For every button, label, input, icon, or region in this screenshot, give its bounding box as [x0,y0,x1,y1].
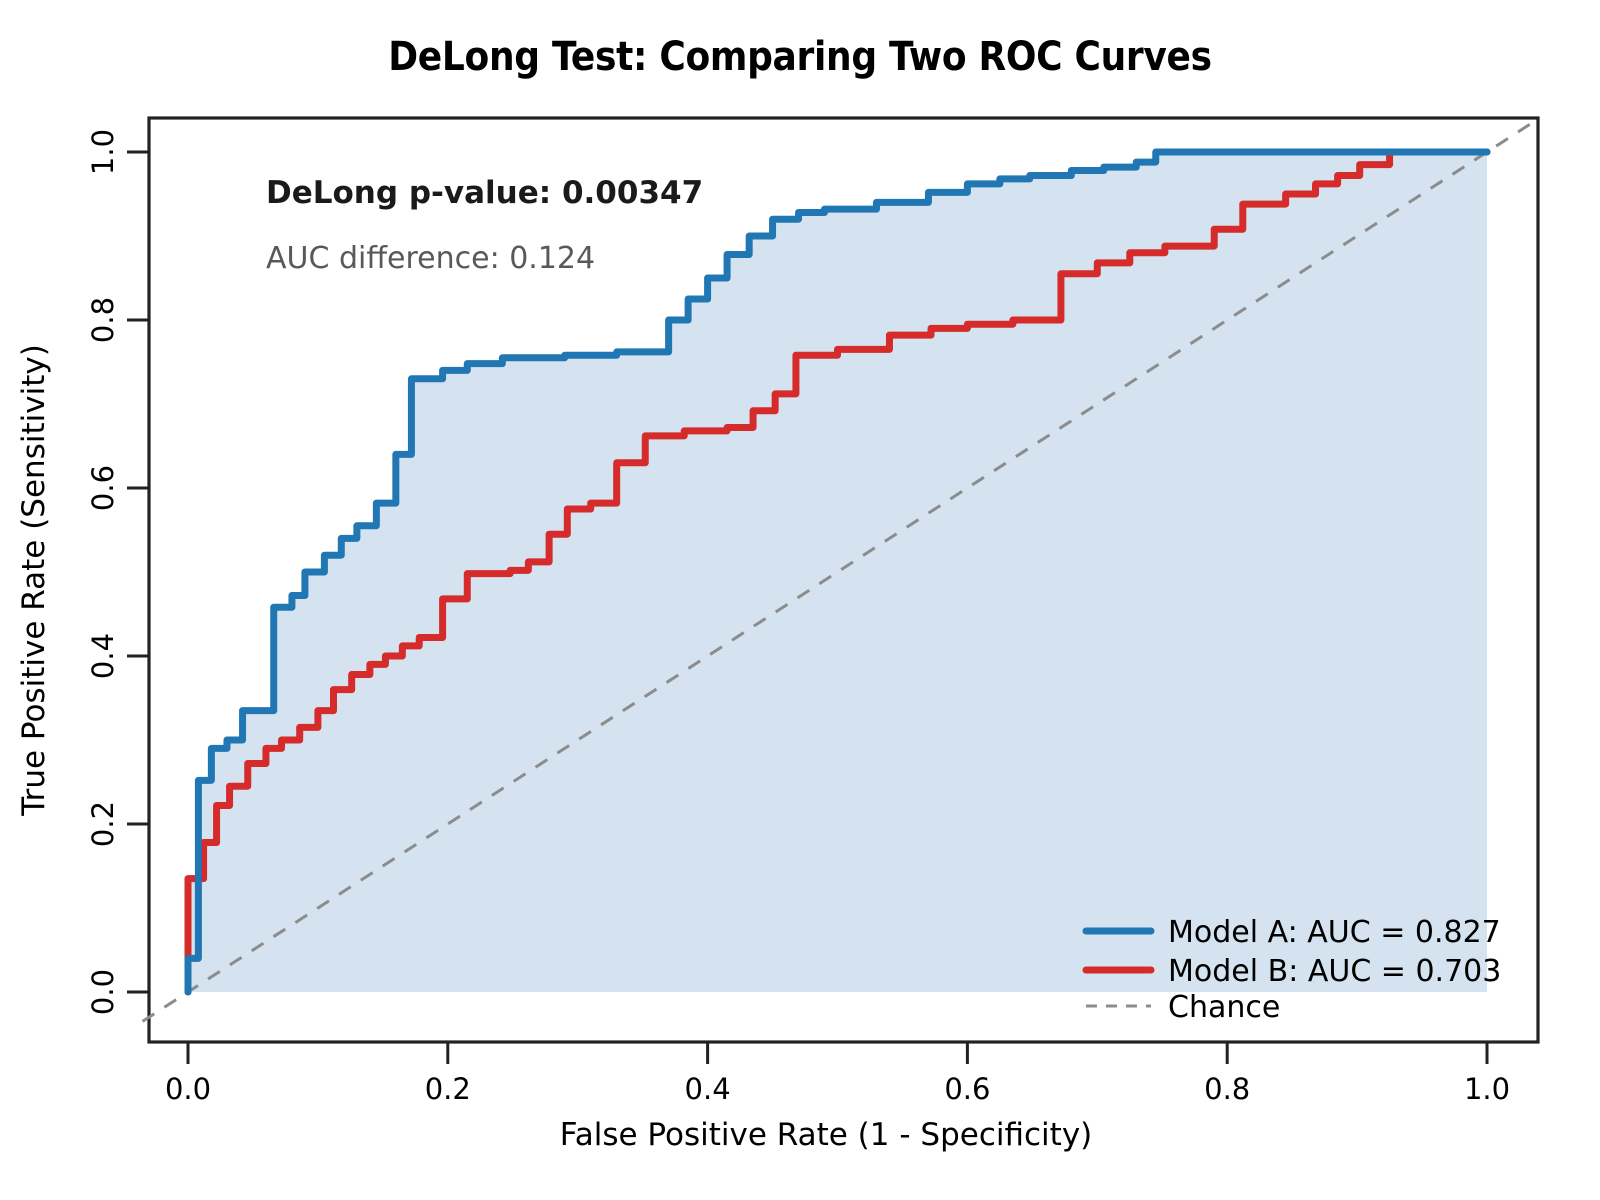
legend-label-1[interactable]: Model A: AUC = 0.827 [1168,915,1501,950]
auc-difference-annotation: AUC difference: 0.124 [266,241,595,276]
y-tick-label: 0.6 [86,465,120,511]
chance-line [141,118,1538,1023]
legend[interactable]: Model A: AUC = 0.827 Model B: AUC = 0.703… [1082,915,1501,1025]
pvalue-annotation: DeLong p-value: 0.00347 [266,175,703,211]
page-title: DeLong Test: Comparing Two ROC Curves [388,34,1212,80]
x-tick-label: 0.4 [685,1072,731,1106]
x-tick-label: 1.0 [1464,1072,1510,1106]
y-axis-ticks: 0.0 0.2 0.4 0.6 0.8 1.0 [86,129,149,1015]
x-tick-label: 0.8 [1204,1072,1250,1106]
x-tick-label: 0.0 [165,1072,211,1106]
legend-label-2[interactable]: Model B: AUC = 0.703 [1168,954,1501,989]
auc-gap-region [188,152,1487,992]
roc-curve-model-a [184,148,1491,996]
under-curve-region [188,152,1487,992]
y-tick-label: 0.0 [86,969,120,1015]
legend-label-3[interactable]: Chance [1168,990,1280,1025]
chance-diagonal [141,118,1538,1023]
y-axis-title: True Positive Rate (Sensitivity) [16,344,52,817]
y-tick-label: 0.2 [86,801,120,847]
x-tick-label: 0.6 [944,1072,990,1106]
y-tick-label: 0.4 [86,633,120,679]
y-tick-label: 0.8 [86,297,120,343]
x-axis-ticks: 0.0 0.2 0.4 0.6 0.8 1.0 [165,1042,1510,1106]
plot-frame [147,116,1540,1044]
x-axis-title: False Positive Rate (1 - Specificity) [560,1117,1093,1153]
roc-curves [184,148,1491,996]
auc-difference-fill [188,152,1487,992]
x-tick-label: 0.2 [425,1072,471,1106]
y-tick-label: 1.0 [86,129,120,175]
roc-curve-model-b [184,148,1491,996]
